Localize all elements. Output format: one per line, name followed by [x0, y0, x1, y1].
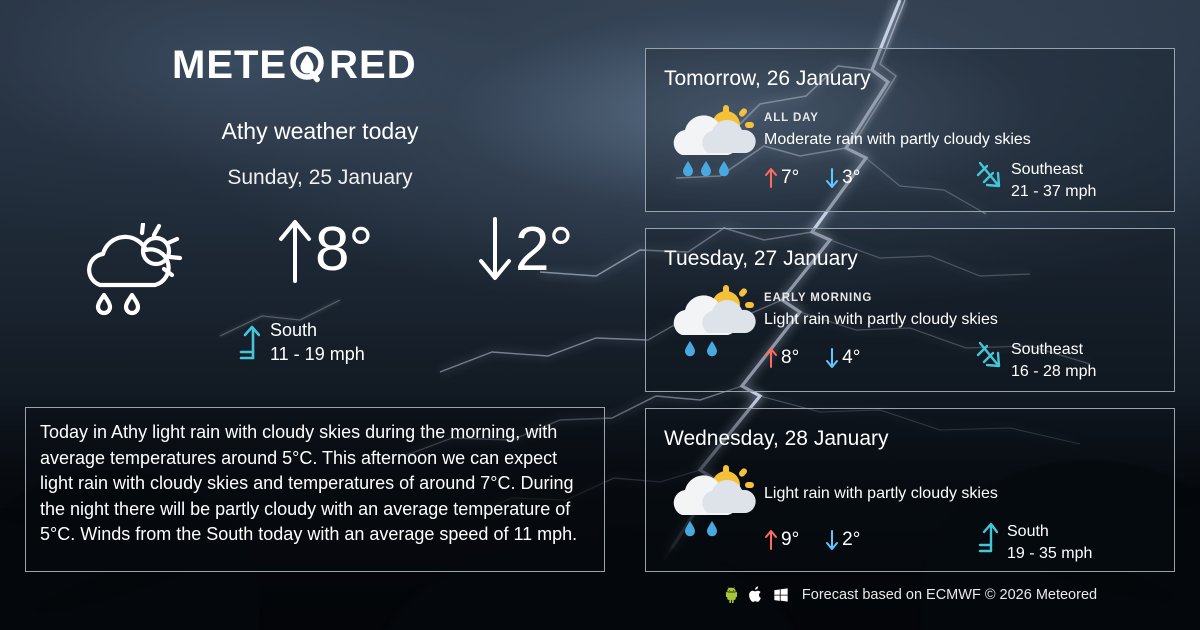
meteored-logo[interactable]: METE RED: [172, 44, 417, 86]
today-description: Today in Athy light rain with cloudy ski…: [25, 407, 605, 572]
today-min-temp-value: 2°: [515, 215, 573, 284]
today-date: Sunday, 25 January: [227, 166, 413, 189]
apple-icon[interactable]: [748, 586, 764, 603]
today-panel: METE RED Athy weather today Sunday, 25 J…: [25, 44, 630, 572]
forecast-card-title: Tomorrow, 26 January: [664, 67, 871, 90]
forecast-max-temp: 7°: [764, 167, 799, 189]
footer: Forecast based on ECMWF © 2026 Meteored: [645, 586, 1175, 603]
rain-sun-cloud-icon: [664, 465, 756, 539]
forecast-card-description: Light rain with partly cloudy skies: [764, 485, 998, 502]
android-icon[interactable]: [723, 586, 740, 603]
forecast-card-wednesday[interactable]: Wednesday, 28 January Light rain with pa…: [645, 408, 1175, 572]
forecast-wind-speed: 21 - 37 mph: [1011, 182, 1097, 200]
forecast-wind-direction: Southeast: [1011, 161, 1084, 178]
forecast-min-temp-value: 4°: [842, 347, 861, 368]
forecast-max-temp-value: 9°: [781, 529, 800, 550]
forecast-card-wind: Southeast 16 - 28 mph: [976, 339, 1096, 382]
forecast-card-wind: Southeast 21 - 37 mph: [976, 159, 1096, 202]
today-min-temp: 2°: [475, 215, 573, 285]
today-conditions: 8° 2°: [70, 215, 630, 325]
arrow-up-icon: [765, 168, 777, 188]
forecast-card-title: Tuesday, 27 January: [664, 247, 858, 270]
windows-icon[interactable]: [773, 587, 789, 603]
arrow-down-icon: [479, 217, 511, 280]
footer-text: Forecast based on ECMWF © 2026 Meteored: [801, 586, 1098, 603]
forecast-card-temps: 8° 4°: [764, 347, 860, 369]
forecast-card-tomorrow[interactable]: Tomorrow, 26 January ALL DAY Moderate r: [645, 48, 1175, 212]
arrow-down-icon: [826, 168, 839, 188]
today-max-temp-value: 8°: [315, 215, 373, 284]
wind-arrow-south-icon: [239, 325, 260, 360]
arrow-up-icon: [279, 220, 311, 283]
forecast-card-tuesday[interactable]: Tuesday, 27 January EARLY MORNING Light …: [645, 228, 1175, 392]
rain-sun-cloud-icon: [80, 221, 200, 318]
arrow-up-icon: [765, 530, 777, 550]
page-title: Athy weather today: [221, 118, 419, 144]
forecast-card-temps: 7° 3°: [764, 167, 860, 189]
forecast-min-temp: 4°: [825, 347, 860, 369]
forecast-card-description: Moderate rain with partly cloudy skies: [764, 131, 1031, 148]
forecast-card-temps: 9° 2°: [764, 529, 860, 551]
logo-text-after: RED: [329, 43, 417, 87]
forecast-min-temp-value: 2°: [842, 529, 861, 550]
forecast-wind-direction: South: [1007, 523, 1049, 540]
droplet-magnifier-icon: [287, 44, 329, 86]
forecast-card-description: Light rain with partly cloudy skies: [764, 311, 998, 328]
forecast-max-temp: 8°: [764, 347, 799, 369]
forecast-min-temp-value: 3°: [842, 167, 861, 188]
forecast-max-temp-value: 8°: [781, 347, 800, 368]
forecast-card-title: Wednesday, 28 January: [664, 427, 889, 450]
arrow-up-icon: [765, 348, 777, 368]
forecast-wind-direction: Southeast: [1011, 341, 1084, 358]
wind-arrow-southeast-icon: [976, 161, 1001, 188]
today-max-temp: 8°: [275, 215, 373, 285]
today-wind: South 11 - 19 mph: [238, 318, 365, 367]
forecast-min-temp: 3°: [825, 167, 860, 189]
forecast-wind-speed: 16 - 28 mph: [1011, 362, 1097, 380]
forecast-card-wind: South 19 - 35 mph: [976, 521, 1092, 564]
wind-arrow-south-icon: [978, 522, 998, 553]
today-wind-speed: 11 - 19 mph: [270, 344, 365, 365]
forecast-wind-speed: 19 - 35 mph: [1007, 544, 1093, 562]
arrow-down-icon: [826, 348, 839, 368]
forecast-max-temp: 9°: [764, 529, 799, 551]
forecast-max-temp-value: 7°: [781, 167, 800, 188]
arrow-down-icon: [826, 530, 839, 550]
forecast-card-period: ALL DAY: [764, 112, 819, 124]
rain-sun-cloud-icon: [664, 105, 756, 179]
forecast-card-period: EARLY MORNING: [764, 292, 873, 304]
rain-sun-cloud-icon: [664, 285, 756, 359]
logo-text-before: METE: [172, 43, 288, 87]
wind-arrow-southeast-icon: [976, 341, 1001, 368]
today-wind-direction: South: [270, 320, 318, 340]
forecast-min-temp: 2°: [825, 529, 860, 551]
